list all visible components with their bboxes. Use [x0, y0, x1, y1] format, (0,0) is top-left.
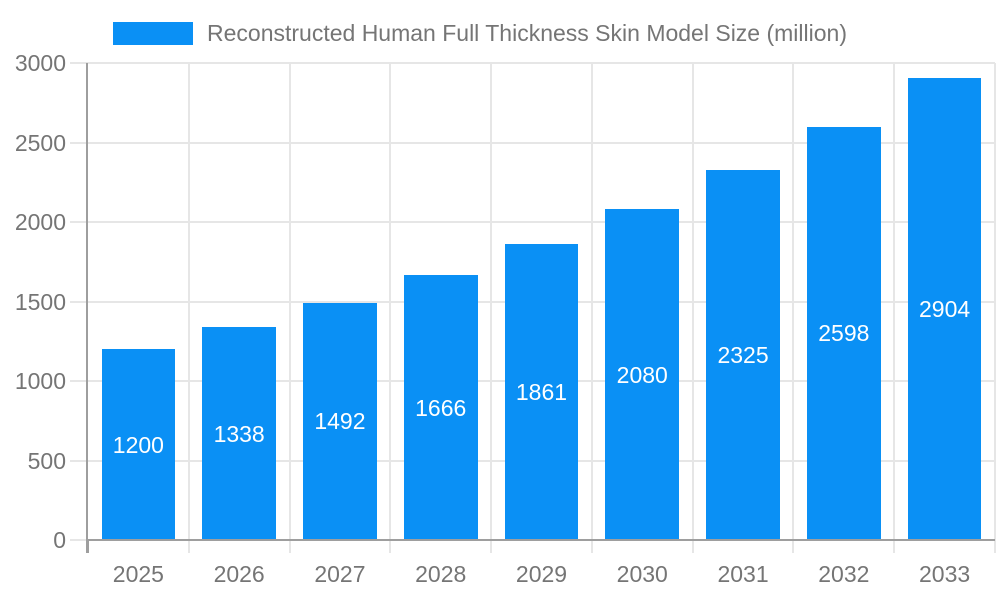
y-gridline — [88, 62, 995, 64]
y-tick — [70, 141, 88, 144]
x-tick — [994, 540, 996, 553]
x-tick — [590, 540, 593, 553]
y-tick-label: 2500 — [14, 129, 66, 156]
category-gridline — [691, 63, 694, 540]
y-gridline — [88, 141, 995, 144]
category-gridline — [187, 63, 190, 540]
y-tick-label: 0 — [53, 527, 66, 553]
y-gridline — [88, 221, 995, 223]
bar-value-label: 1861 — [515, 379, 568, 406]
bar[interactable] — [807, 126, 881, 540]
bar[interactable] — [101, 349, 176, 540]
bar[interactable] — [605, 209, 680, 540]
y-tick — [70, 459, 88, 462]
x-tick — [288, 540, 291, 553]
y-tick-label: 500 — [27, 447, 66, 474]
bar[interactable] — [202, 327, 276, 540]
x-tick — [187, 540, 190, 553]
category-gridline — [994, 63, 996, 540]
chart-title: Reconstructed Human Full Thickness Skin … — [207, 20, 847, 46]
y-tick-label: 1500 — [14, 288, 66, 315]
bar[interactable] — [403, 275, 478, 540]
y-tick — [70, 300, 88, 303]
x-tick-label: 2028 — [415, 561, 467, 587]
bar[interactable] — [303, 302, 377, 540]
bar[interactable] — [504, 244, 579, 540]
x-tick — [691, 540, 694, 553]
x-tick-label: 2027 — [314, 561, 366, 587]
bar-value-label: 1492 — [314, 408, 366, 435]
x-tick — [490, 540, 493, 553]
category-gridline — [893, 63, 896, 540]
y-tick — [70, 62, 88, 64]
y-tick — [70, 539, 88, 541]
y-tick-label: 1000 — [14, 368, 66, 394]
category-gridline — [490, 63, 493, 540]
bar-value-label: 2598 — [818, 320, 870, 347]
category-gridline — [792, 63, 795, 540]
x-axis-line — [88, 539, 995, 541]
x-tick-label: 2025 — [112, 561, 164, 587]
bar-value-label: 1200 — [112, 431, 164, 458]
x-tick — [389, 540, 392, 553]
x-tick — [87, 540, 89, 553]
x-tick — [893, 540, 896, 553]
bar-value-label: 1338 — [213, 420, 265, 447]
bar-value-label: 2904 — [919, 296, 971, 323]
y-tick — [70, 380, 88, 382]
y-tick-label: 2000 — [14, 209, 66, 235]
chart-legend: Reconstructed Human Full Thickness Skin … — [113, 20, 847, 46]
x-tick-label: 2031 — [717, 561, 769, 587]
x-tick-label: 2033 — [919, 561, 971, 587]
category-gridline — [288, 63, 291, 540]
x-tick-label: 2032 — [818, 561, 870, 587]
bar-value-label: 2080 — [616, 361, 668, 388]
bar[interactable] — [907, 78, 982, 540]
y-tick — [70, 221, 88, 223]
x-tick-label: 2029 — [515, 561, 568, 587]
y-tick-label: 3000 — [14, 50, 66, 76]
bar-value-label: 1666 — [415, 394, 467, 421]
x-tick — [792, 540, 795, 553]
bar-value-label: 2325 — [717, 342, 769, 369]
x-tick-label: 2030 — [616, 561, 668, 587]
bar[interactable] — [706, 170, 780, 540]
x-tick-label: 2026 — [213, 561, 265, 587]
category-gridline — [389, 63, 392, 540]
category-gridline — [590, 63, 593, 540]
y-axis-line — [86, 63, 88, 553]
legend-swatch — [113, 21, 193, 45]
